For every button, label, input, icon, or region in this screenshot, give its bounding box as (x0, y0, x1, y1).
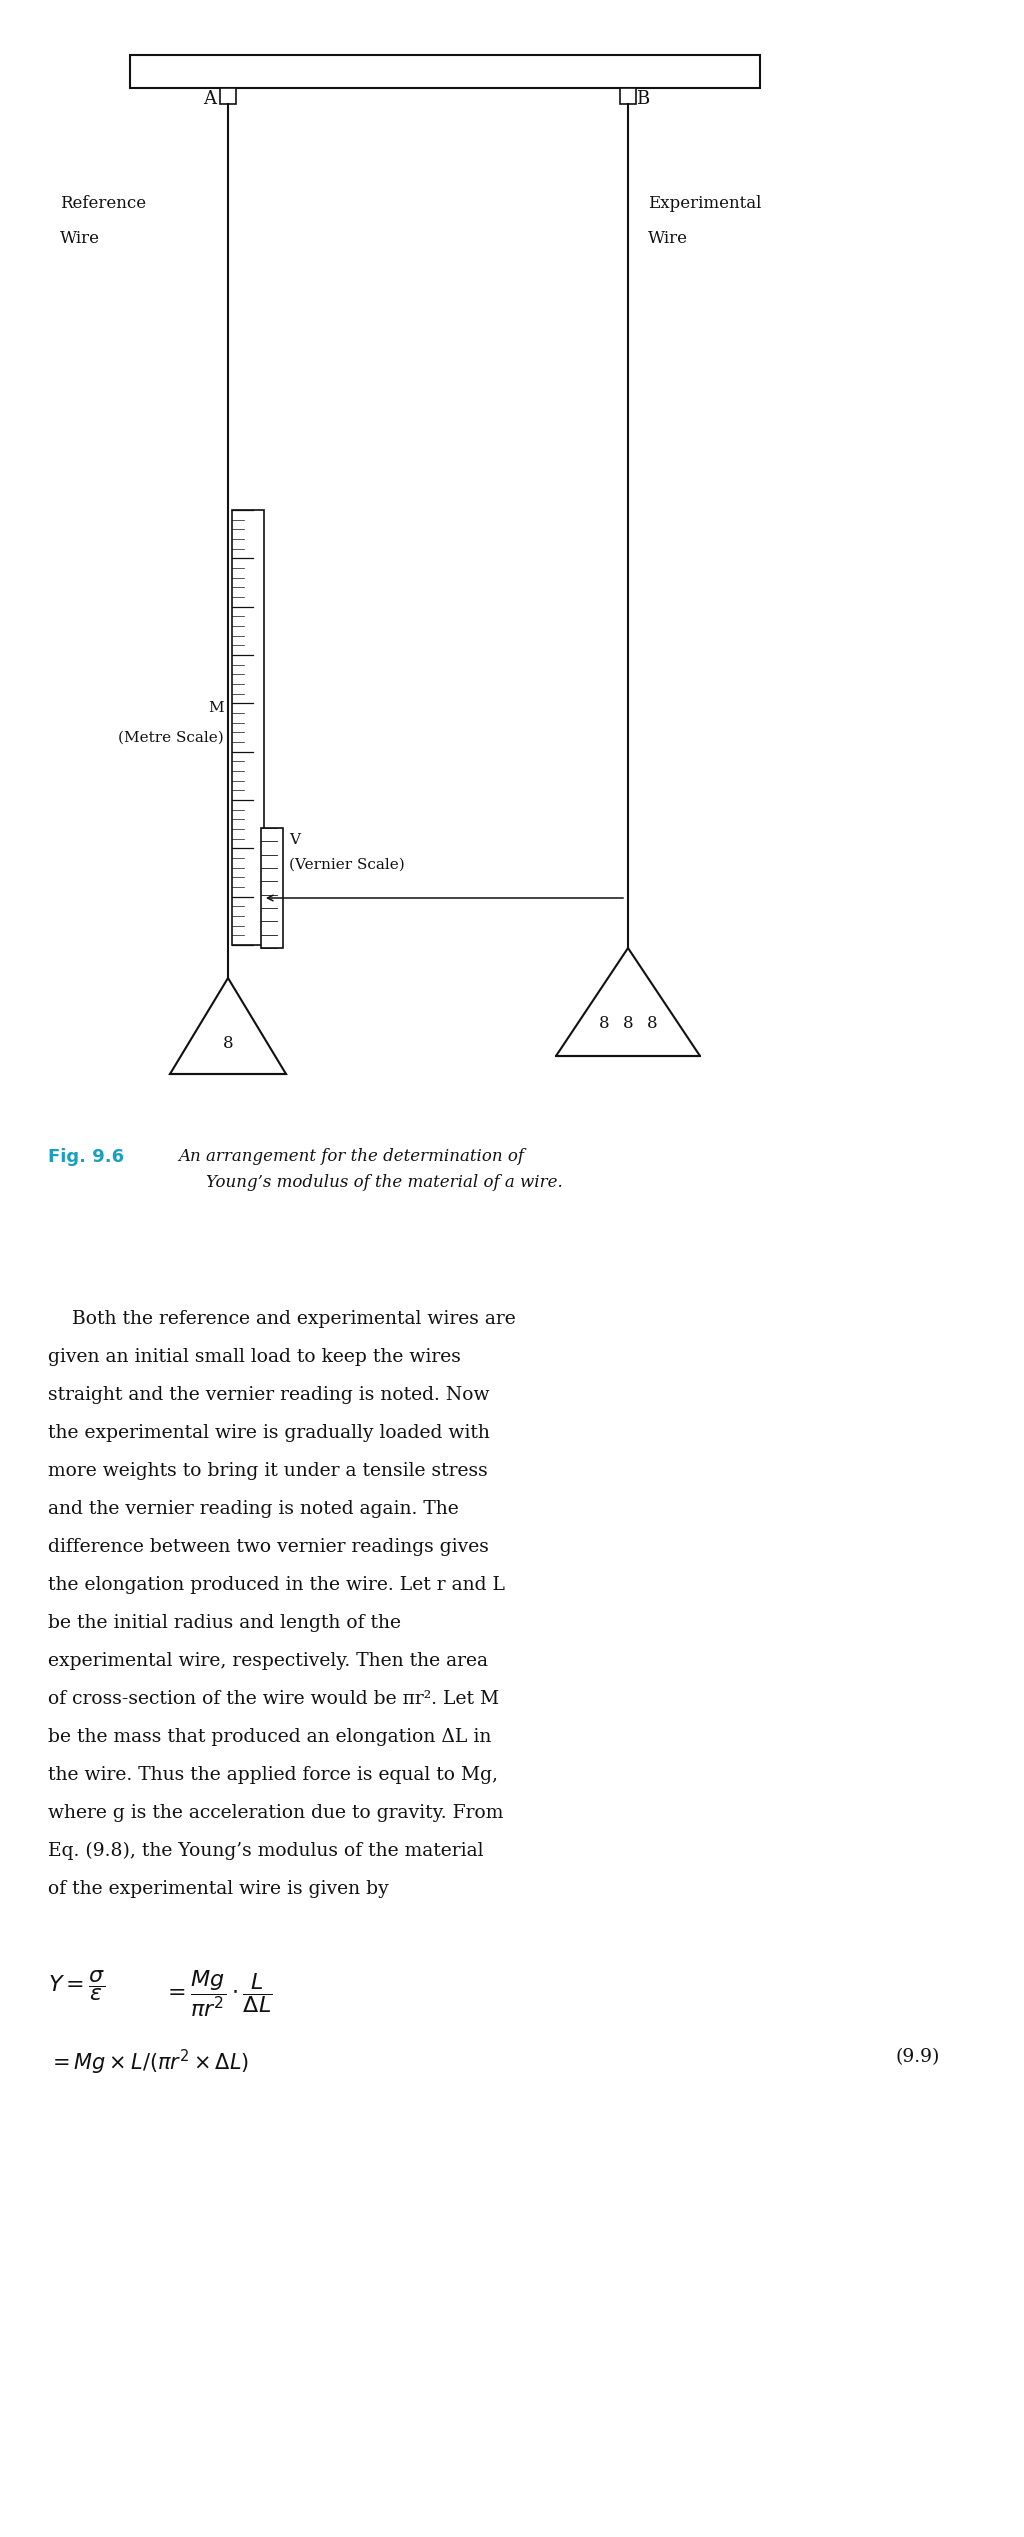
Text: (Metre Scale): (Metre Scale) (118, 731, 224, 743)
Text: 8: 8 (599, 1015, 609, 1033)
Text: experimental wire, respectively. Then the area: experimental wire, respectively. Then th… (48, 1652, 488, 1669)
Text: the experimental wire is gradually loaded with: the experimental wire is gradually loade… (48, 1423, 489, 1441)
Text: Both the reference and experimental wires are: Both the reference and experimental wire… (48, 1309, 516, 1327)
Text: (Vernier Scale): (Vernier Scale) (289, 858, 404, 873)
Bar (620, 89, 636, 104)
Text: $Y = \dfrac{\sigma}{\varepsilon}$: $Y = \dfrac{\sigma}{\varepsilon}$ (48, 1969, 105, 2002)
Text: Wire: Wire (648, 231, 688, 246)
Text: B: B (636, 89, 649, 109)
Text: more weights to bring it under a tensile stress: more weights to bring it under a tensile… (48, 1461, 487, 1479)
Bar (261, 827, 283, 949)
Text: Reference: Reference (60, 195, 146, 213)
Text: be the mass that produced an elongation ΔL in: be the mass that produced an elongation … (48, 1728, 492, 1745)
Text: 8: 8 (647, 1015, 657, 1033)
Text: A: A (203, 89, 216, 109)
Text: the wire. Thus the applied force is equal to Mg,: the wire. Thus the applied force is equa… (48, 1766, 498, 1784)
Text: be the initial radius and length of the: be the initial radius and length of the (48, 1614, 401, 1631)
Text: $= Mg \times L/(\pi r^2 \times \Delta L)$: $= Mg \times L/(\pi r^2 \times \Delta L)… (48, 2047, 249, 2078)
Bar (130, 56, 760, 89)
Text: of cross-section of the wire would be πr². Let M: of cross-section of the wire would be πr… (48, 1690, 499, 1707)
Text: where g is the acceleration due to gravity. From: where g is the acceleration due to gravi… (48, 1804, 504, 1822)
Text: $= \dfrac{Mg}{\pi r^2} \cdot \dfrac{L}{\Delta L}$: $= \dfrac{Mg}{\pi r^2} \cdot \dfrac{L}{\… (163, 1969, 272, 2019)
Text: the elongation produced in the wire. Let r and L: the elongation produced in the wire. Let… (48, 1575, 505, 1593)
Text: V: V (289, 832, 300, 847)
Bar (220, 89, 236, 104)
Text: Eq. (9.8), the Young’s modulus of the material: Eq. (9.8), the Young’s modulus of the ma… (48, 1842, 483, 1860)
Text: given an initial small load to keep the wires: given an initial small load to keep the … (48, 1347, 461, 1365)
Text: Experimental: Experimental (648, 195, 762, 213)
Text: straight and the vernier reading is noted. Now: straight and the vernier reading is note… (48, 1385, 489, 1403)
Text: 8: 8 (222, 1035, 233, 1053)
Text: difference between two vernier readings gives: difference between two vernier readings … (48, 1537, 488, 1555)
Text: Wire: Wire (60, 231, 100, 246)
Text: 8: 8 (623, 1015, 633, 1033)
Text: Fig. 9.6: Fig. 9.6 (48, 1149, 124, 1167)
Text: Young’s modulus of the material of a wire.: Young’s modulus of the material of a wir… (206, 1175, 563, 1190)
Text: An arrangement for the determination of: An arrangement for the determination of (178, 1149, 524, 1164)
Text: (9.9): (9.9) (896, 2047, 940, 2065)
Text: and the vernier reading is noted again. The: and the vernier reading is noted again. … (48, 1499, 459, 1517)
Text: M: M (208, 700, 224, 715)
Text: of the experimental wire is given by: of the experimental wire is given by (48, 1880, 389, 1898)
Bar (232, 510, 264, 944)
